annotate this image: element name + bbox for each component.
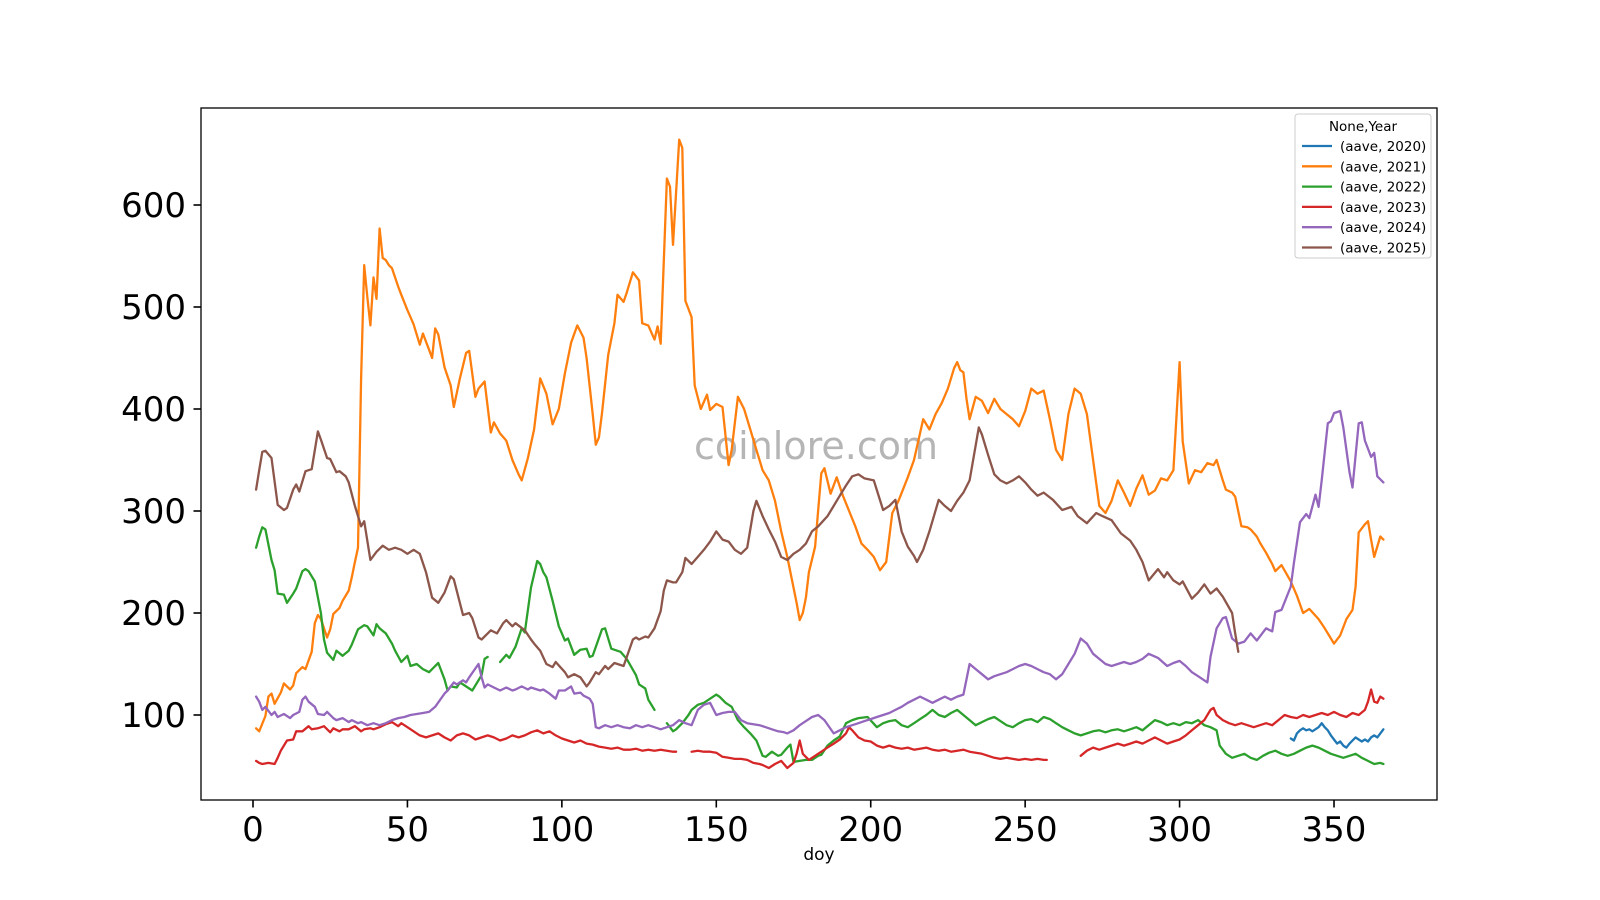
legend-title: None,Year (1329, 119, 1398, 135)
axis-ticks: 0 50 100 150 200 250 300 350 100 200 300 400 500 600 (121, 186, 1366, 850)
series-line-aave-2022 (254, 526, 489, 692)
series-line-aave-2023 (1079, 688, 1385, 757)
x-axis-label: doy (803, 845, 834, 865)
y-tick-label: 500 (121, 288, 186, 328)
series-line-aave-2025 (254, 426, 1240, 688)
y-tick-label: 200 (121, 594, 186, 634)
series-line-aave-2024 (254, 409, 1385, 735)
legend-entry-label: (aave, 2023) (1340, 200, 1426, 216)
y-tick-label: 300 (121, 492, 186, 532)
legend-entry-label: (aave, 2022) (1340, 180, 1426, 196)
series-line-aave-2023 (254, 720, 678, 766)
series-line-aave-2023 (690, 726, 1048, 770)
series-line-aave-2021 (254, 138, 1385, 733)
legend-entry-label: (aave, 2020) (1340, 139, 1426, 155)
legend-box (1294, 113, 1432, 259)
series-layer (254, 138, 1385, 770)
watermark-text: coinlore.com (694, 424, 938, 468)
x-tick-label: 0 (242, 810, 264, 850)
legend-entry-label: (aave, 2021) (1340, 159, 1426, 175)
x-tick-label: 250 (993, 810, 1058, 850)
legend-entry-label: (aave, 2024) (1340, 220, 1426, 236)
x-tick-label: 200 (838, 810, 903, 850)
y-tick-label: 100 (121, 696, 186, 736)
legend-entry-label: (aave, 2025) (1340, 241, 1426, 257)
x-tick-label: 350 (1302, 810, 1367, 850)
x-tick-label: 150 (684, 810, 749, 850)
plot-border (200, 107, 1438, 801)
x-tick-label: 300 (1147, 810, 1212, 850)
x-tick-label: 100 (529, 810, 594, 850)
series-line-aave-2022 (498, 559, 656, 712)
series-line-aave-2020 (1289, 722, 1385, 749)
y-tick-label: 600 (121, 186, 186, 226)
x-tick-label: 50 (386, 810, 429, 850)
legend: None,Year (aave, 2020) (aave, 2021) (aave, … (1294, 113, 1432, 259)
y-tick-label: 400 (121, 390, 186, 430)
series-line-aave-2022 (665, 693, 1385, 766)
